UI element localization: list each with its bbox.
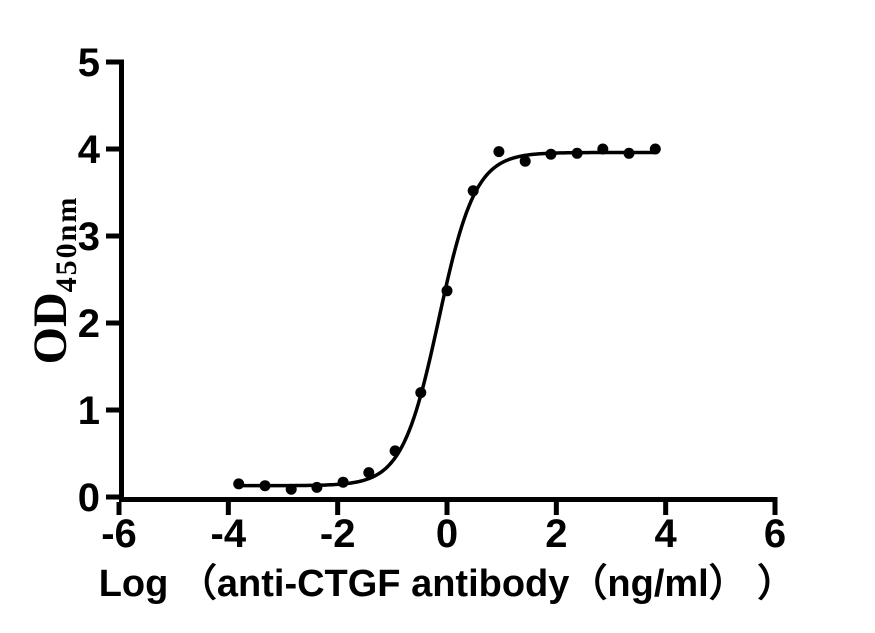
y-tick-label: 3 — [78, 215, 100, 259]
data-point — [571, 147, 583, 159]
x-tick-label: 0 — [436, 512, 458, 556]
data-point — [545, 148, 557, 160]
data-point — [623, 147, 635, 159]
y-tick-label: 1 — [78, 389, 100, 433]
x-tick-label: 4 — [655, 512, 678, 556]
x-axis-title: Log （anti-CTGF antibody（ng/ml） ） — [99, 563, 796, 605]
data-point — [363, 467, 375, 479]
data-point — [233, 478, 245, 490]
axes — [119, 59, 778, 502]
y-axis-title-subscript: 450nm — [50, 196, 83, 293]
data-point — [649, 143, 661, 155]
x-tick-label: 2 — [545, 512, 567, 556]
data-point — [519, 155, 531, 167]
y-axis-title: OD450nm — [24, 196, 83, 365]
x-tick-label: -2 — [320, 512, 356, 556]
data-point — [337, 476, 349, 488]
y-tick-label: 4 — [78, 128, 101, 172]
data-point — [493, 146, 505, 158]
data-point — [259, 480, 271, 492]
fit-curve-layer — [236, 150, 656, 488]
data-point — [467, 185, 479, 197]
data-point — [389, 445, 401, 457]
y-tick-label: 2 — [78, 302, 100, 346]
data-point — [415, 387, 427, 399]
data-point — [285, 483, 297, 495]
data-point — [311, 481, 323, 493]
y-tick-label: 5 — [78, 41, 100, 85]
axis-ticks — [106, 59, 778, 515]
data-point — [441, 285, 453, 297]
x-tick-label: 6 — [764, 512, 786, 556]
y-axis-title-main: OD — [24, 292, 77, 364]
axis-tick-labels: -6 -4 -2 0 2 4 6 0 1 2 3 4 5 — [78, 41, 786, 556]
y-tick-label: 0 — [78, 476, 100, 520]
x-tick-label: -6 — [101, 512, 137, 556]
x-tick-label: -4 — [211, 512, 247, 556]
fit-curve — [236, 150, 656, 488]
data-points-layer — [233, 143, 661, 495]
data-point — [597, 143, 609, 155]
